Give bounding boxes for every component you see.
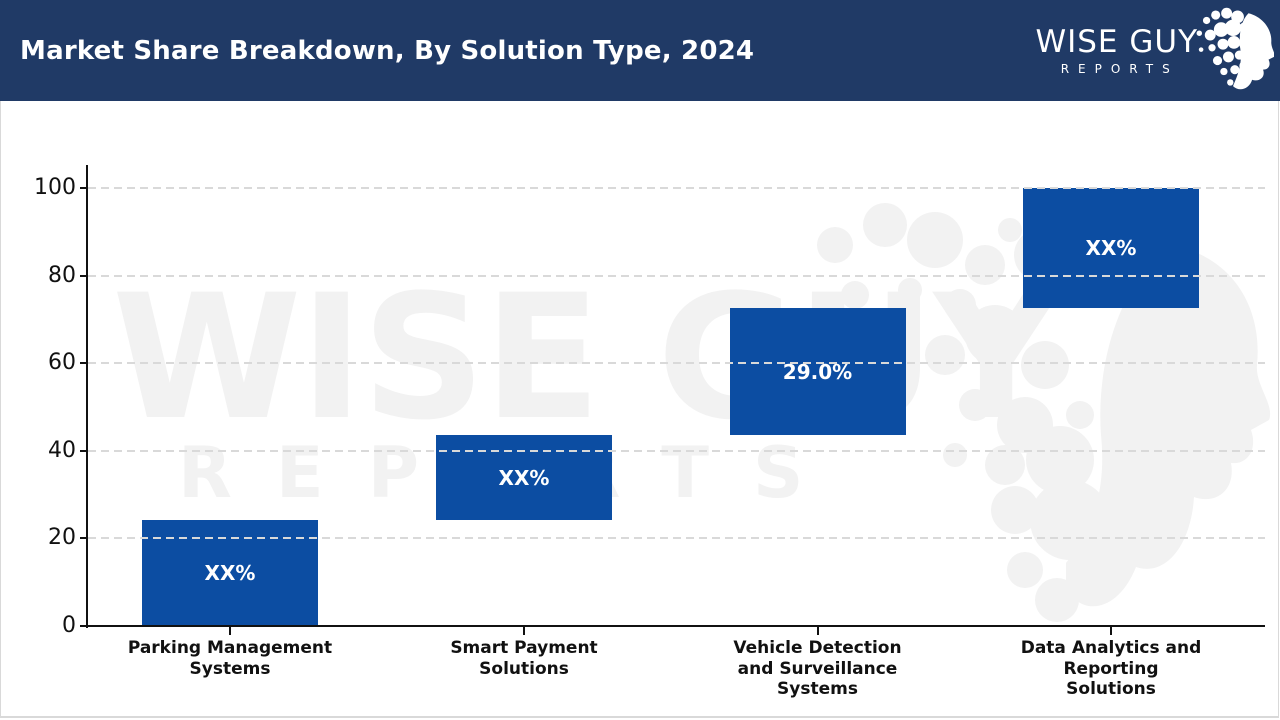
chart-frame bbox=[0, 101, 1279, 718]
y-tickmark-0 bbox=[80, 625, 88, 627]
y-tickmark-100 bbox=[80, 187, 88, 189]
y-axis bbox=[86, 165, 88, 628]
x-category-label: Data Analytics and Reporting Solutions bbox=[1020, 638, 1202, 700]
x-tickmark bbox=[523, 627, 525, 635]
y-tick-label-20: 20 bbox=[48, 525, 76, 551]
y-tick-label-80: 80 bbox=[48, 262, 76, 288]
y-tick-label-100: 100 bbox=[34, 175, 76, 200]
y-tick-label-60: 60 bbox=[48, 350, 76, 376]
y-tick-label-0: 0 bbox=[62, 613, 76, 638]
header-bar: Market Share Breakdown, By Solution Type… bbox=[0, 0, 1280, 101]
y-tick-label-40: 40 bbox=[48, 437, 76, 463]
bar-segment: XX% bbox=[142, 520, 318, 626]
bar-segment-text: XX% bbox=[1085, 236, 1137, 261]
bar-segment: XX% bbox=[1023, 188, 1199, 309]
bar-segment: 29.0% bbox=[729, 308, 906, 436]
x-category-label: Parking Management Systems bbox=[127, 638, 333, 679]
bar-segment-text: XX% bbox=[204, 560, 256, 585]
x-tickmark bbox=[1110, 627, 1112, 635]
y-tickmark-40 bbox=[80, 449, 88, 452]
wiseguy-logo: WISE GUY REPORTS bbox=[1035, 6, 1274, 96]
x-tickmark bbox=[816, 627, 819, 635]
x-tickmark bbox=[229, 627, 231, 635]
logo-text: WISE GUY REPORTS bbox=[1035, 23, 1198, 76]
logo-face-icon bbox=[1196, 7, 1274, 90]
y-tickmark-60 bbox=[80, 362, 88, 365]
gridline-80 bbox=[88, 274, 1265, 277]
x-category-label: Smart Payment Solutions bbox=[450, 638, 598, 679]
bar-segment: XX% bbox=[436, 435, 612, 520]
page-title: Market Share Breakdown, By Solution Type… bbox=[20, 35, 755, 66]
watermark-face-icon bbox=[817, 203, 1271, 622]
gridline-40 bbox=[88, 449, 1265, 452]
y-tickmark-80 bbox=[80, 274, 88, 277]
logo-brand-text: WISE GUY bbox=[1035, 23, 1198, 60]
gridline-60 bbox=[88, 362, 1265, 365]
x-axis bbox=[86, 625, 1265, 627]
bar-segment-text: XX% bbox=[498, 465, 550, 490]
y-tickmark-20 bbox=[80, 537, 88, 540]
gridline-20 bbox=[88, 537, 1265, 540]
gridline-100 bbox=[88, 187, 1265, 189]
x-category-label: Vehicle Detection and Surveillance Syste… bbox=[733, 638, 902, 700]
logo-sub-text: REPORTS bbox=[1060, 61, 1179, 76]
